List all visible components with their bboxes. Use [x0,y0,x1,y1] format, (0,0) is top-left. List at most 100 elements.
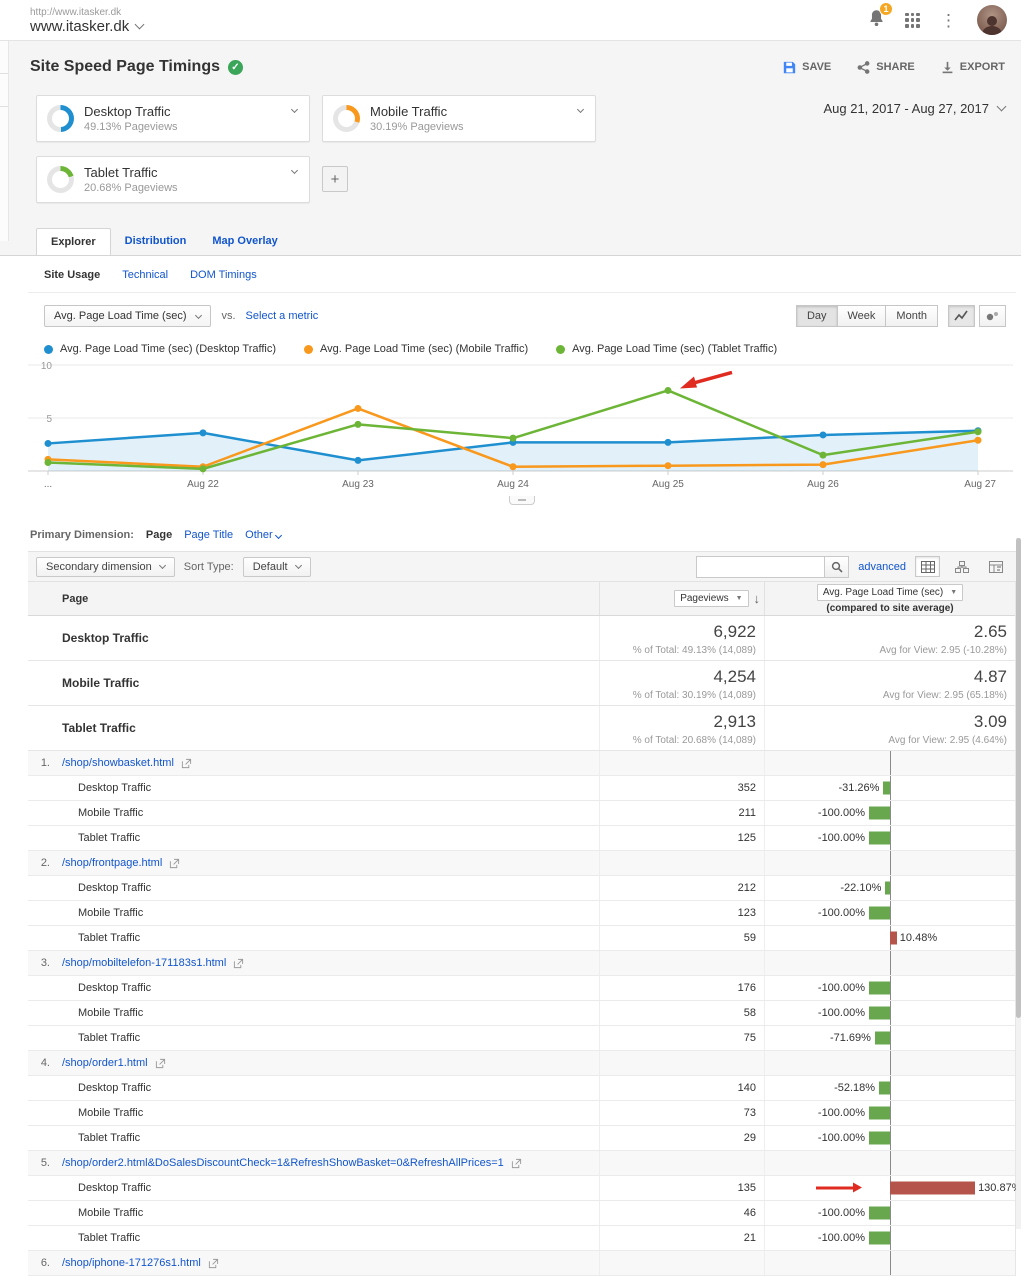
metric-bar [885,881,890,895]
metric-bar-cell: -100.00% [764,1201,1015,1225]
segment-card-mobile[interactable]: Mobile Traffic 30.19% Pageviews [322,95,596,142]
tab-explorer[interactable]: Explorer [36,228,111,256]
metric-bar-label: -100.00% [817,832,865,844]
pivot-view-button[interactable] [983,556,1008,577]
row-number: 3. [40,957,50,969]
chart-point[interactable] [354,420,362,428]
chart-point[interactable] [664,462,672,470]
chevron-down-icon[interactable] [290,105,299,114]
search-button[interactable] [824,555,850,578]
segment-card-desktop[interactable]: Desktop Traffic 49.13% Pageviews [36,95,310,142]
subtab-dom-timings[interactable]: DOM Timings [190,269,257,281]
metric-selector[interactable]: Avg. Page Load Time (sec) [44,305,212,327]
select-metric-link[interactable]: Select a metric [245,310,319,322]
metric-column-select[interactable]: Avg. Page Load Time (sec) ▼ [816,583,964,601]
open-in-new-icon[interactable] [155,1058,166,1069]
segment-sub: 20.68% Pageviews [84,182,178,194]
date-range-selector[interactable]: Aug 21, 2017 - Aug 27, 2017 [823,101,1007,116]
share-button[interactable]: SHARE [857,60,915,74]
dimension-other[interactable]: Other [245,529,282,541]
dimension-page[interactable]: Page [145,529,173,541]
bar-axis [890,801,891,825]
column-header-page[interactable]: Page [62,592,89,605]
percentage-view-icon [954,560,969,573]
account-selector[interactable]: http://www.itasker.dk www.itasker.dk [30,6,145,35]
chart-point[interactable] [44,439,52,447]
open-in-new-icon[interactable] [169,858,180,869]
motion-chart-type-button[interactable] [979,305,1006,327]
sort-descending-icon[interactable]: ↓ [753,591,761,606]
page-link[interactable]: /shop/order2.html&DoSalesDiscountCheck=1… [62,1157,504,1169]
notifications-button[interactable]: 1 [868,1,893,32]
chart-point[interactable] [199,429,207,437]
page-link[interactable]: /shop/iphone-171276s1.html [62,1257,201,1269]
search-input[interactable] [696,555,825,578]
advanced-link[interactable]: advanced [858,560,906,573]
percentage-view-button[interactable] [949,556,974,577]
chart-point[interactable] [974,428,982,436]
pageviews-column-select[interactable]: Pageviews ▼ [674,590,749,607]
granularity-month[interactable]: Month [885,305,938,327]
chart-point[interactable] [199,465,207,473]
scrollbar-thumb[interactable] [1016,538,1021,1018]
export-button[interactable]: EXPORT [941,61,1005,74]
subtab-technical[interactable]: Technical [122,269,169,281]
granularity-day[interactable]: Day [795,305,838,327]
chart-point[interactable] [664,386,672,394]
timeline-collapse-handle[interactable] [509,496,535,505]
segment-row: Tablet Traffic 59 10.48% [28,926,1015,951]
avatar[interactable] [977,5,1007,35]
segment-name: Desktop Traffic [78,782,152,794]
subtab-site-usage[interactable]: Site Usage [44,269,101,281]
page-link[interactable]: /shop/order1.html [62,1057,148,1069]
save-button[interactable]: SAVE [783,61,831,74]
chevron-down-icon [996,101,1007,112]
chevron-down-icon[interactable] [290,166,299,175]
metric-column-label: Avg. Page Load Time (sec) [822,586,944,598]
summary-segment-name: Tablet Traffic [62,721,136,735]
segment-card-tablet[interactable]: Tablet Traffic 20.68% Pageviews [36,156,310,203]
granularity-week[interactable]: Week [836,305,887,327]
segment-row: Mobile Traffic 58 -100.00% [28,1001,1015,1026]
chart-point[interactable] [664,438,672,446]
chart-point[interactable] [509,434,517,442]
overflow-menu-icon[interactable]: ⋮ [940,10,957,30]
dimension-page-title[interactable]: Page Title [184,529,234,541]
chart-point[interactable] [509,463,517,471]
open-in-new-icon[interactable] [511,1158,522,1169]
open-in-new-icon[interactable] [233,958,244,969]
page-cell: /shop/frontpage.html [60,851,599,875]
page-link[interactable]: /shop/mobiltelefon-171183s1.html [62,957,227,969]
add-segment-button[interactable]: + [322,166,348,192]
table-view-button[interactable] [915,556,940,577]
chart-point[interactable] [819,451,827,459]
page-link[interactable]: /shop/frontpage.html [62,857,163,869]
line-chart-type-button[interactable] [948,305,975,327]
pageviews-cell: 123 [599,901,764,925]
sort-type-button[interactable]: Default [242,556,311,577]
metric-bar-label: -100.00% [817,1107,865,1119]
report-header: Site Speed Page Timings ✓ SAVE SHARE EXP… [0,41,1021,256]
chart-point[interactable] [44,459,52,467]
chart-point[interactable] [819,431,827,439]
apps-grid-icon[interactable] [905,12,920,28]
open-in-new-icon[interactable] [181,758,192,769]
secondary-dimension-button[interactable]: Secondary dimension [36,556,175,577]
vertical-scrollbar[interactable] [1016,538,1021,1229]
chart-point[interactable] [819,461,827,469]
page-link[interactable]: /shop/showbasket.html [62,757,174,769]
page-row: 3. /shop/mobiltelefon-171183s1.html [28,951,1015,976]
collapsed-sidebar[interactable] [0,41,9,241]
granularity-buttons: Day Week Month [795,305,938,327]
chevron-down-icon[interactable] [576,105,585,114]
row-number [28,1201,60,1225]
tab-map-overlay[interactable]: Map Overlay [212,235,278,247]
chart-point[interactable] [354,404,362,412]
pageviews-column-label: Pageviews [680,593,729,604]
tab-distribution[interactable]: Distribution [124,235,187,247]
segment-name: Tablet Traffic [78,832,141,844]
chart-point[interactable] [354,456,362,464]
summary-pageviews-value: 6,922 [713,622,756,641]
open-in-new-icon[interactable] [208,1258,219,1269]
chart-point[interactable] [974,436,982,444]
